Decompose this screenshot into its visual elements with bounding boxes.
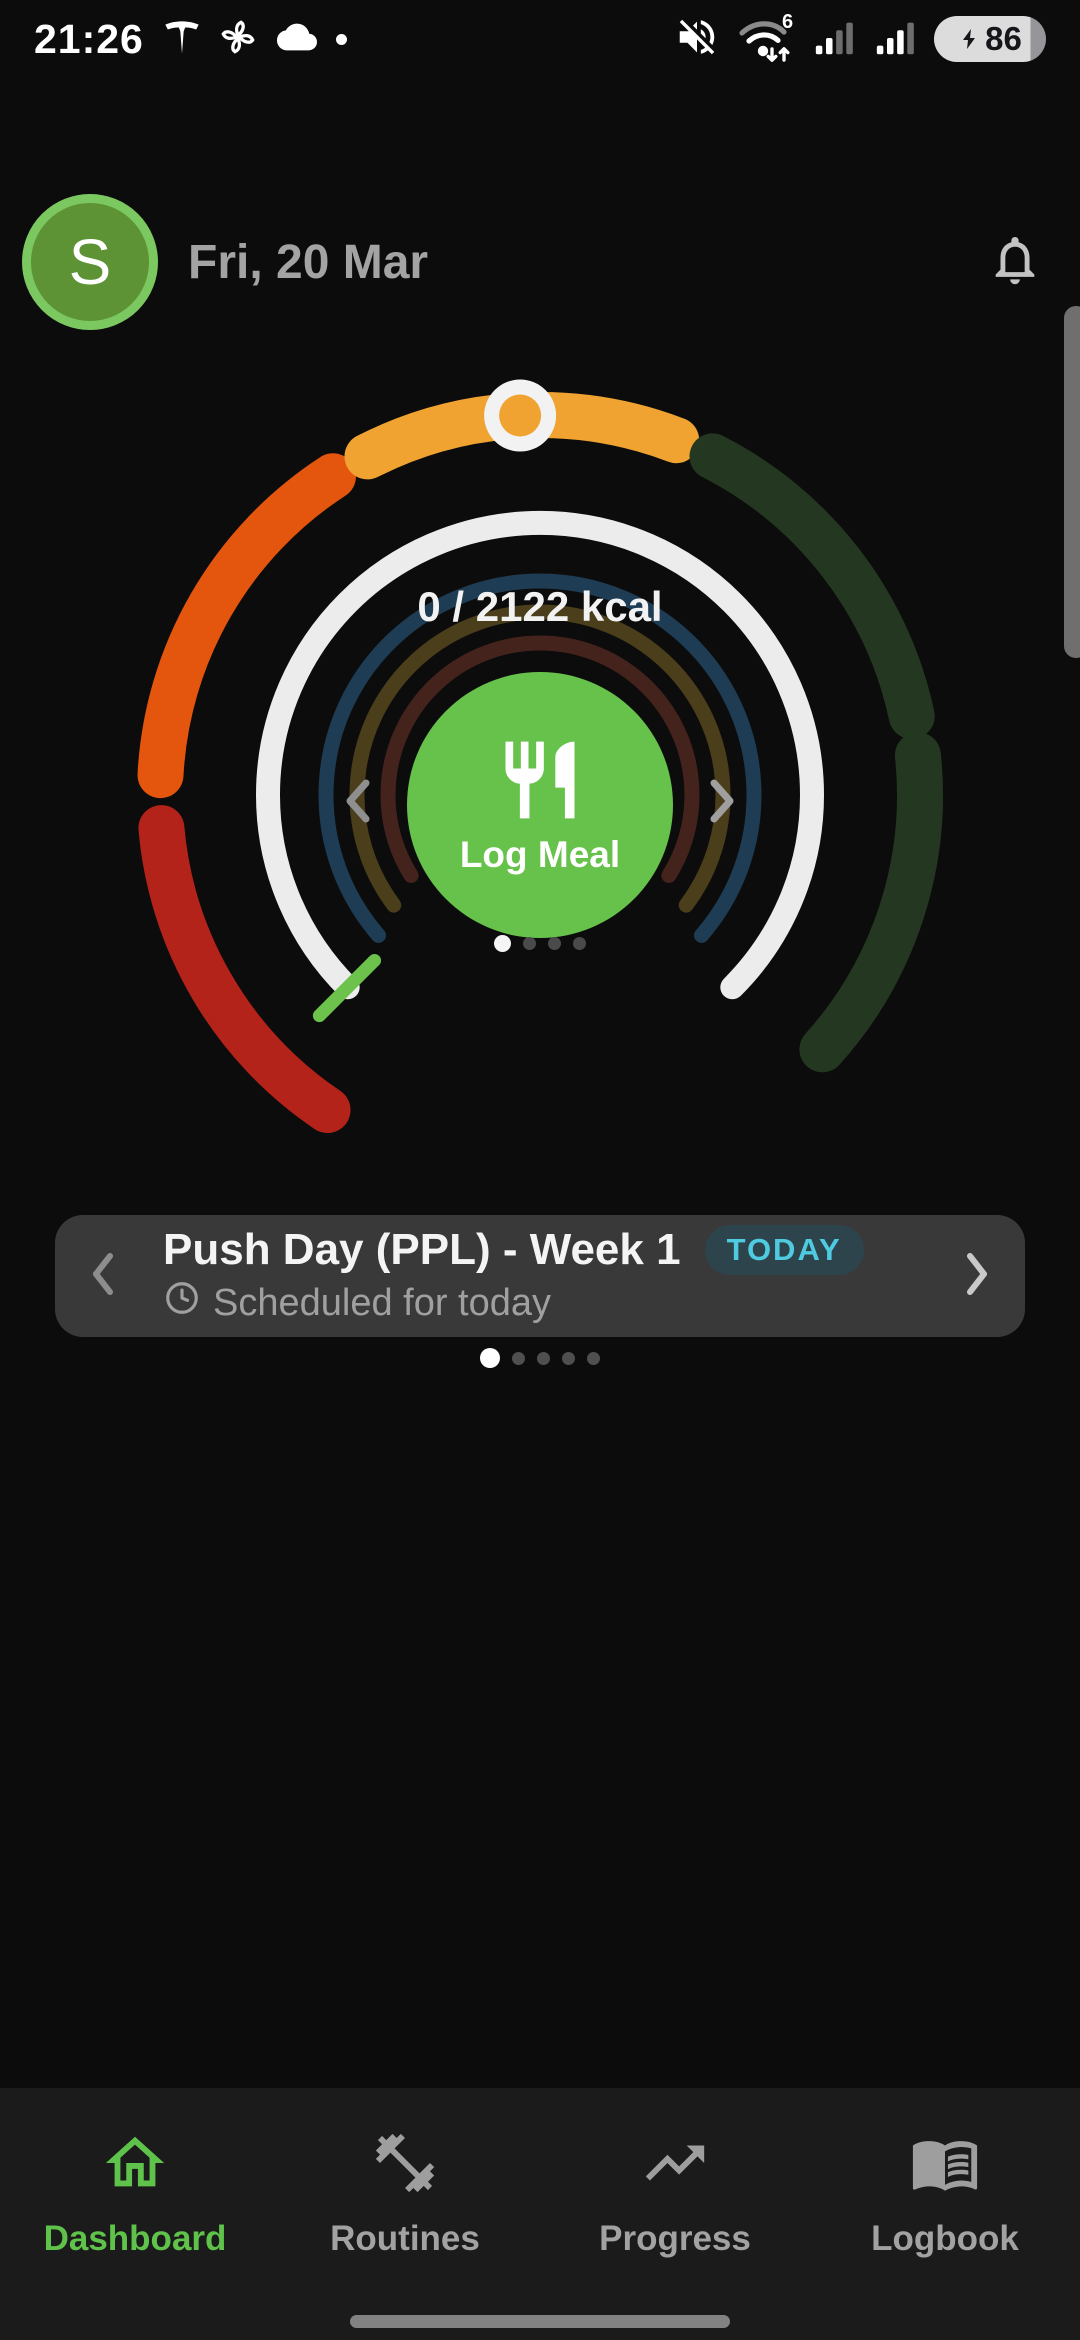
cloud-icon [274, 17, 320, 62]
clock-icon [163, 1279, 201, 1327]
wifi-icon: 6 [735, 10, 797, 69]
gauge-next-chevron[interactable] [700, 771, 744, 836]
header: S Fri, 20 Mar [22, 194, 1044, 330]
mute-icon [674, 14, 720, 65]
kcal-counter: 0 / 2122 kcal [417, 583, 663, 630]
workout-subtitle: Scheduled for today [213, 1281, 552, 1324]
workout-card-body: Push Day (PPL) - Week 1 TODAY Scheduled … [163, 1225, 959, 1327]
calorie-gauge: 0 / 2122 kcal Log Meal [0, 333, 1080, 1243]
home-indicator[interactable] [350, 2315, 730, 2328]
trending-up-icon [640, 2128, 710, 2203]
signal-icon-2 [873, 14, 919, 65]
carousel-dot[interactable] [523, 937, 536, 950]
status-left-icons [162, 17, 347, 62]
fork-knife-icon [505, 741, 575, 819]
carousel-dot[interactable] [573, 937, 586, 950]
gauge-rings [137, 379, 943, 1133]
avatar-initial: S [68, 226, 112, 298]
home-icon [100, 2128, 170, 2203]
dumbbell-icon [370, 2128, 440, 2203]
carousel-dot[interactable] [480, 1348, 500, 1368]
bottom-nav: Dashboard Routines Progress Logbook [0, 2088, 1080, 2340]
gauge-carousel-dots[interactable] [0, 935, 1080, 952]
today-badge: TODAY [704, 1225, 864, 1275]
carousel-dot[interactable] [494, 935, 511, 952]
carousel-dot[interactable] [548, 937, 561, 950]
book-icon [910, 2128, 980, 2203]
carousel-dot[interactable] [587, 1351, 600, 1365]
carousel-dot[interactable] [537, 1351, 550, 1365]
bell-icon[interactable] [986, 231, 1044, 294]
card-next-chevron[interactable] [959, 1246, 995, 1307]
log-meal-label: Log Meal [459, 834, 621, 875]
nav-item-routines[interactable]: Routines [270, 2088, 540, 2340]
carousel-dot[interactable] [512, 1351, 525, 1365]
fan-icon [218, 17, 258, 62]
nav-label-dashboard: Dashboard [43, 2219, 227, 2258]
svg-text:6: 6 [782, 11, 793, 33]
status-right-icons: 6 [674, 10, 1046, 69]
date-label: Fri, 20 Mar [188, 235, 429, 289]
notification-dot [335, 33, 347, 45]
carousel-dot[interactable] [562, 1351, 575, 1365]
nav-label-progress: Progress [599, 2219, 751, 2258]
nav-label-routines: Routines [330, 2219, 480, 2258]
nav-label-logbook: Logbook [871, 2219, 1019, 2258]
battery-percent: 86 [985, 20, 1022, 57]
nav-item-dashboard[interactable]: Dashboard [0, 2088, 270, 2340]
clock-time: 21:26 [34, 15, 144, 62]
battery-indicator: 86 [934, 16, 1046, 62]
workout-title: Push Day (PPL) - Week 1 [163, 1225, 681, 1274]
signal-icon [812, 14, 858, 65]
log-meal-button[interactable]: Log Meal [407, 672, 673, 938]
workout-card[interactable]: Push Day (PPL) - Week 1 TODAY Scheduled … [55, 1215, 1025, 1337]
nav-item-progress[interactable]: Progress [540, 2088, 810, 2340]
avatar[interactable]: S [22, 194, 158, 330]
card-prev-chevron[interactable] [85, 1246, 121, 1307]
scrollbar[interactable] [1064, 306, 1080, 658]
gauge-prev-chevron[interactable] [336, 771, 380, 836]
status-bar: 21:26 [0, 10, 1080, 68]
tesla-icon [162, 17, 202, 62]
nav-item-logbook[interactable]: Logbook [810, 2088, 1080, 2340]
workout-carousel-dots[interactable] [0, 1348, 1080, 1368]
